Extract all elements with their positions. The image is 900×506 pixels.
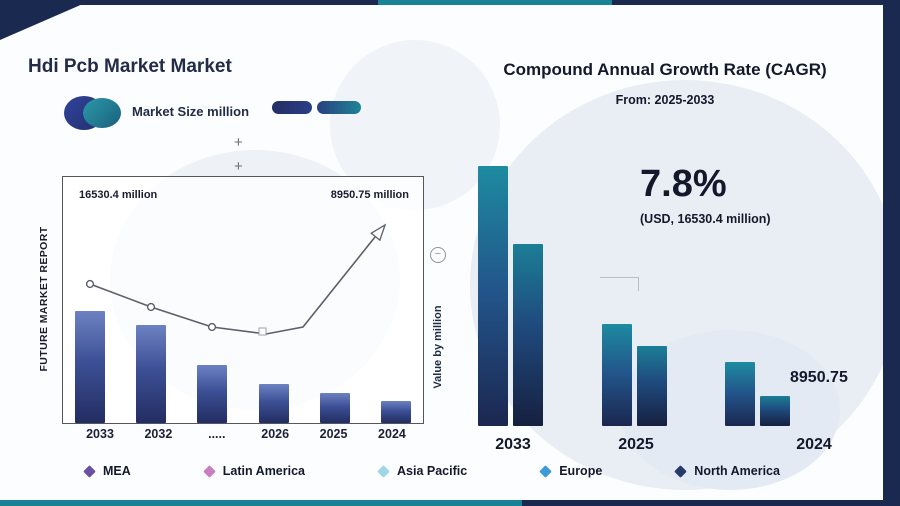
cagr-value: 7.8% [640,163,727,205]
cagr-title: Compound Annual Growth Rate (CAGR) [503,60,827,79]
top-edge-bar [0,0,900,5]
diamond-icon [202,464,216,478]
legend-label: Latin America [222,464,305,478]
legend-item-europe: Europe [539,464,603,478]
page-title: Hdi Pcb Market Market [28,56,232,77]
cagr-detail: (USD, 16530.4 million) [640,212,771,226]
x-axis-label: 2033 [86,427,114,441]
diamond-icon [539,464,553,478]
x-axis-label: 2025 [319,427,348,441]
x-axis-labels: 2033 2032..... 2026 2025 2024 [62,427,422,441]
x-axis-label: 2026 [261,427,290,441]
market-size-label: Market Size million [132,104,250,119]
market-size-chart: 16530.4 million 8950.75 million [62,176,424,424]
x-axis-label: 2024 [378,427,406,441]
step-bracket-decoration [600,277,639,291]
cylinder-icon [64,96,122,130]
market-size-bar [319,392,350,423]
market-size-bar [380,401,411,423]
diamond-icon [674,464,688,478]
cagr-bar [513,244,543,426]
x-axis-label: 2033 [495,436,531,453]
legend-item-north-america: North America [674,464,780,478]
market-size-bar [197,364,228,423]
minus-glyph: − [434,248,442,260]
plus-icon: + [234,158,243,175]
report-side-label: FUTURE MARKET REPORT [38,226,50,372]
bar-series [75,177,411,423]
diamond-icon [377,464,390,478]
cagr-bar [760,396,790,426]
right-edge-bar [883,0,900,506]
capsule-left-half [272,101,312,114]
cagr-bar [478,166,508,426]
legend-item-mea: MEA [83,464,131,478]
bottom-edge-bar [0,500,900,506]
legend-label: MEA [103,464,131,478]
diamond-icon [83,464,96,478]
legend-label: Europe [559,464,603,478]
bar-group-2025 [601,324,667,426]
cagr-bar [636,346,667,426]
bar-group-2024 [725,361,790,426]
corner-accent-shape [0,0,92,40]
minus-circle-icon: − [430,247,446,263]
min-value-annotation: 8950.75 million [330,189,409,201]
region-legend: MEA Latin America Asia Pacific Europe North … [83,464,780,478]
legend-label: Asia Pacific [397,464,468,478]
cagr-subtitle: From: 2025-2033 [615,93,715,107]
legend-item-asia-pacific: Asia Pacific [377,464,468,478]
end-value-annotation: 8950.75 [790,369,848,386]
value-axis-label: Value by million [432,305,444,389]
plus-icon: + [234,134,243,151]
x-axis-label: 2032 [144,427,173,441]
cagr-bar [725,361,755,426]
cagr-bar-chart [478,150,790,426]
legend-label: North America [694,464,780,478]
market-size-bar [136,325,167,423]
market-size-bar [75,311,105,423]
x-axis-label: ..... [208,427,226,441]
max-value-annotation: 16530.4 million [79,189,158,201]
legend-item-latin-america: Latin America [202,464,305,478]
capsule-icon [272,101,361,114]
cagr-bar [601,324,632,426]
trend-arrow [85,223,387,336]
bar-group-2033 [478,166,543,426]
capsule-right-half [317,101,361,114]
market-size-bar [258,383,289,423]
